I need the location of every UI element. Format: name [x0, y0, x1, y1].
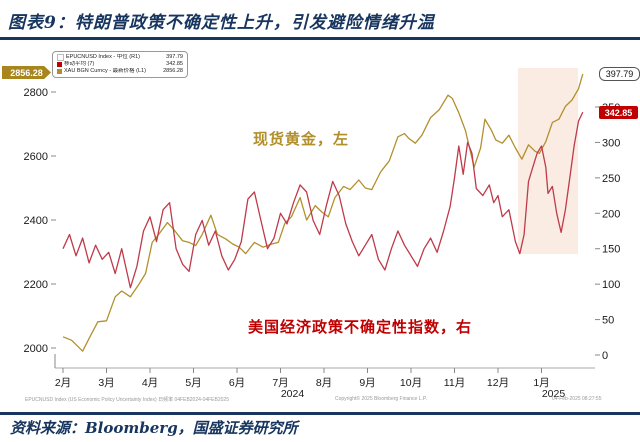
legend-marker-icon	[57, 54, 64, 61]
source-note: 资料来源：Bloomberg，国盛证券研究所	[10, 419, 298, 437]
x-axis-month-label: 3月	[98, 377, 114, 389]
right-axis-tick-label: 150	[602, 244, 620, 256]
epu-ma-last-value-badge: 342.85	[599, 106, 638, 119]
legend-row-epu-index: EPUCNUSD Index - 中位 (R1) 397.79	[57, 54, 183, 61]
x-axis-year-label: 2025	[542, 388, 566, 400]
bloomberg-chart: 2000220024002600280005010015020025030035…	[24, 68, 620, 400]
right-axis-tick-label: 200	[602, 208, 620, 220]
x-axis-month-label: 8月	[316, 377, 332, 389]
right-axis-tick-label: 100	[602, 279, 620, 291]
fineprint-timestamp: 04-Feb-2025 08:27:55	[552, 396, 602, 402]
series-line	[62, 111, 584, 289]
legend-row-xau: XAU BGN Curncy - 最新价格 (L1) 2856.28	[57, 68, 183, 75]
gold-last-price-badge: 2856.28	[2, 66, 51, 79]
legend-label: XAU BGN Curncy - 最新价格 (L1)	[64, 68, 146, 74]
x-axis-year-label: 2024	[281, 388, 305, 400]
legend-value: 2856.28	[163, 68, 183, 74]
legend-value: 342.85	[166, 61, 183, 67]
highlight-region	[518, 68, 579, 254]
x-axis-month-label: 6月	[229, 377, 245, 389]
epu-index-last-value-badge: 397.79	[599, 67, 640, 81]
legend-label: 移动平均 (7)	[64, 61, 95, 67]
left-axis-tick-label: 2400	[24, 215, 48, 227]
x-axis-month-label: 1月	[533, 377, 549, 389]
left-axis-tick-label: 2000	[24, 343, 48, 355]
x-axis-month-label: 10月	[400, 377, 422, 389]
legend-row-moving-average: 移动平均 (7) 342.85	[57, 61, 183, 68]
bloomberg-fineprint: EPUCNUSD Index (US Economic Policy Uncer…	[0, 396, 640, 404]
left-axis-tick-label: 2200	[24, 279, 48, 291]
legend-marker-icon	[57, 69, 62, 74]
legend-label: EPUCNUSD Index - 中位 (R1)	[66, 54, 140, 60]
footer-divider	[0, 412, 640, 415]
right-axis-tick-label: 300	[602, 137, 620, 149]
chart-title: 图表9：特朗普政策不确定性上升，引发避险情绪升温	[8, 13, 435, 33]
x-axis-month-label: 12月	[487, 377, 509, 389]
x-axis-month-label: 2月	[55, 377, 71, 389]
annotation-epu-index: 美国经济政策不确定性指数，右	[248, 319, 473, 336]
annotation-spot-gold: 现货黄金，左	[253, 131, 350, 148]
x-axis-month-label: 7月	[272, 377, 288, 389]
x-axis-month-label: 4月	[142, 377, 158, 389]
left-axis-tick-label: 2800	[24, 87, 48, 99]
fineprint-copyright: Copyright© 2025 Bloomberg Finance L.P.	[335, 396, 427, 402]
legend-marker-icon	[57, 62, 62, 67]
fineprint-ticker-range: EPUCNUSD Index (US Economic Policy Uncer…	[25, 397, 229, 403]
x-axis-month-label: 9月	[359, 377, 375, 389]
title-divider	[0, 37, 640, 40]
legend-value: 397.79	[166, 54, 183, 60]
series-line	[62, 73, 584, 352]
x-axis-month-label: 5月	[185, 377, 201, 389]
chart-legend: EPUCNUSD Index - 中位 (R1) 397.79 移动平均 (7)…	[52, 51, 188, 78]
x-axis-month-label: 11月	[444, 377, 465, 389]
right-axis-tick-label: 0	[602, 350, 608, 362]
left-axis-tick-label: 2600	[24, 151, 48, 163]
right-axis-tick-label: 50	[602, 315, 614, 327]
right-axis-tick-label: 250	[602, 173, 620, 185]
